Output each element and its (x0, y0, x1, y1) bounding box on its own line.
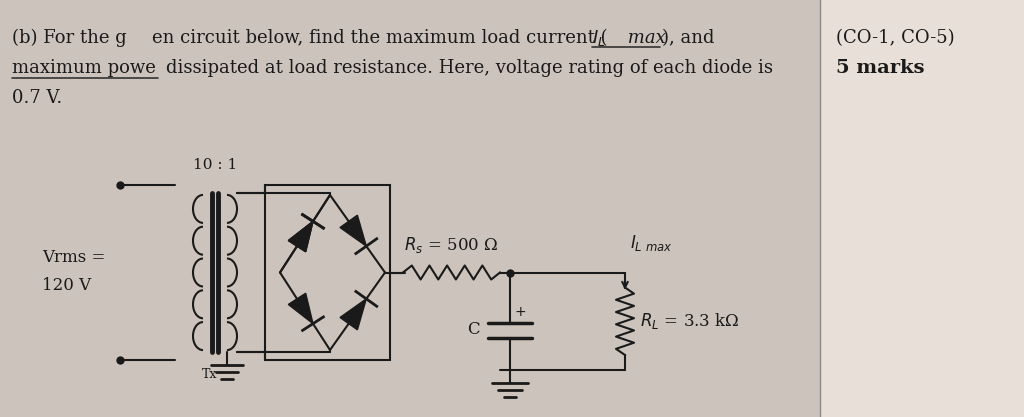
Text: en circuit below, find the maximum load current (: en circuit below, find the maximum load … (152, 29, 607, 47)
Text: $R_L$ = 3.3 kΩ: $R_L$ = 3.3 kΩ (640, 311, 739, 331)
Text: 5 marks: 5 marks (836, 59, 925, 77)
Polygon shape (340, 299, 367, 330)
Bar (0, 0, 820, 417)
Polygon shape (289, 221, 313, 252)
Polygon shape (289, 293, 313, 324)
Polygon shape (340, 215, 367, 246)
Text: (b) For the g: (b) For the g (12, 29, 127, 47)
Text: maximum powe: maximum powe (12, 59, 156, 77)
Text: C: C (467, 322, 480, 339)
Text: $I_{L\ max}$: $I_{L\ max}$ (630, 233, 673, 253)
Bar (820, 0, 1024, 417)
Text: max: max (622, 29, 666, 47)
Text: Tx: Tx (203, 368, 218, 381)
Bar (265, 185, 390, 360)
Polygon shape (289, 221, 313, 252)
Text: 120 V: 120 V (42, 276, 91, 294)
Text: +: + (515, 304, 526, 319)
Text: 0.7 V.: 0.7 V. (12, 89, 62, 107)
Text: dissipated at load resistance. Here, voltage rating of each diode is: dissipated at load resistance. Here, vol… (166, 59, 773, 77)
Text: Vrms =: Vrms = (42, 249, 105, 266)
Text: 10 : 1: 10 : 1 (193, 158, 238, 172)
Text: $I_L$: $I_L$ (592, 28, 605, 48)
Text: (CO-1, CO-5): (CO-1, CO-5) (836, 29, 954, 47)
Text: ), and: ), and (662, 29, 715, 47)
Text: $R_s$ = 500 Ω: $R_s$ = 500 Ω (403, 234, 499, 254)
